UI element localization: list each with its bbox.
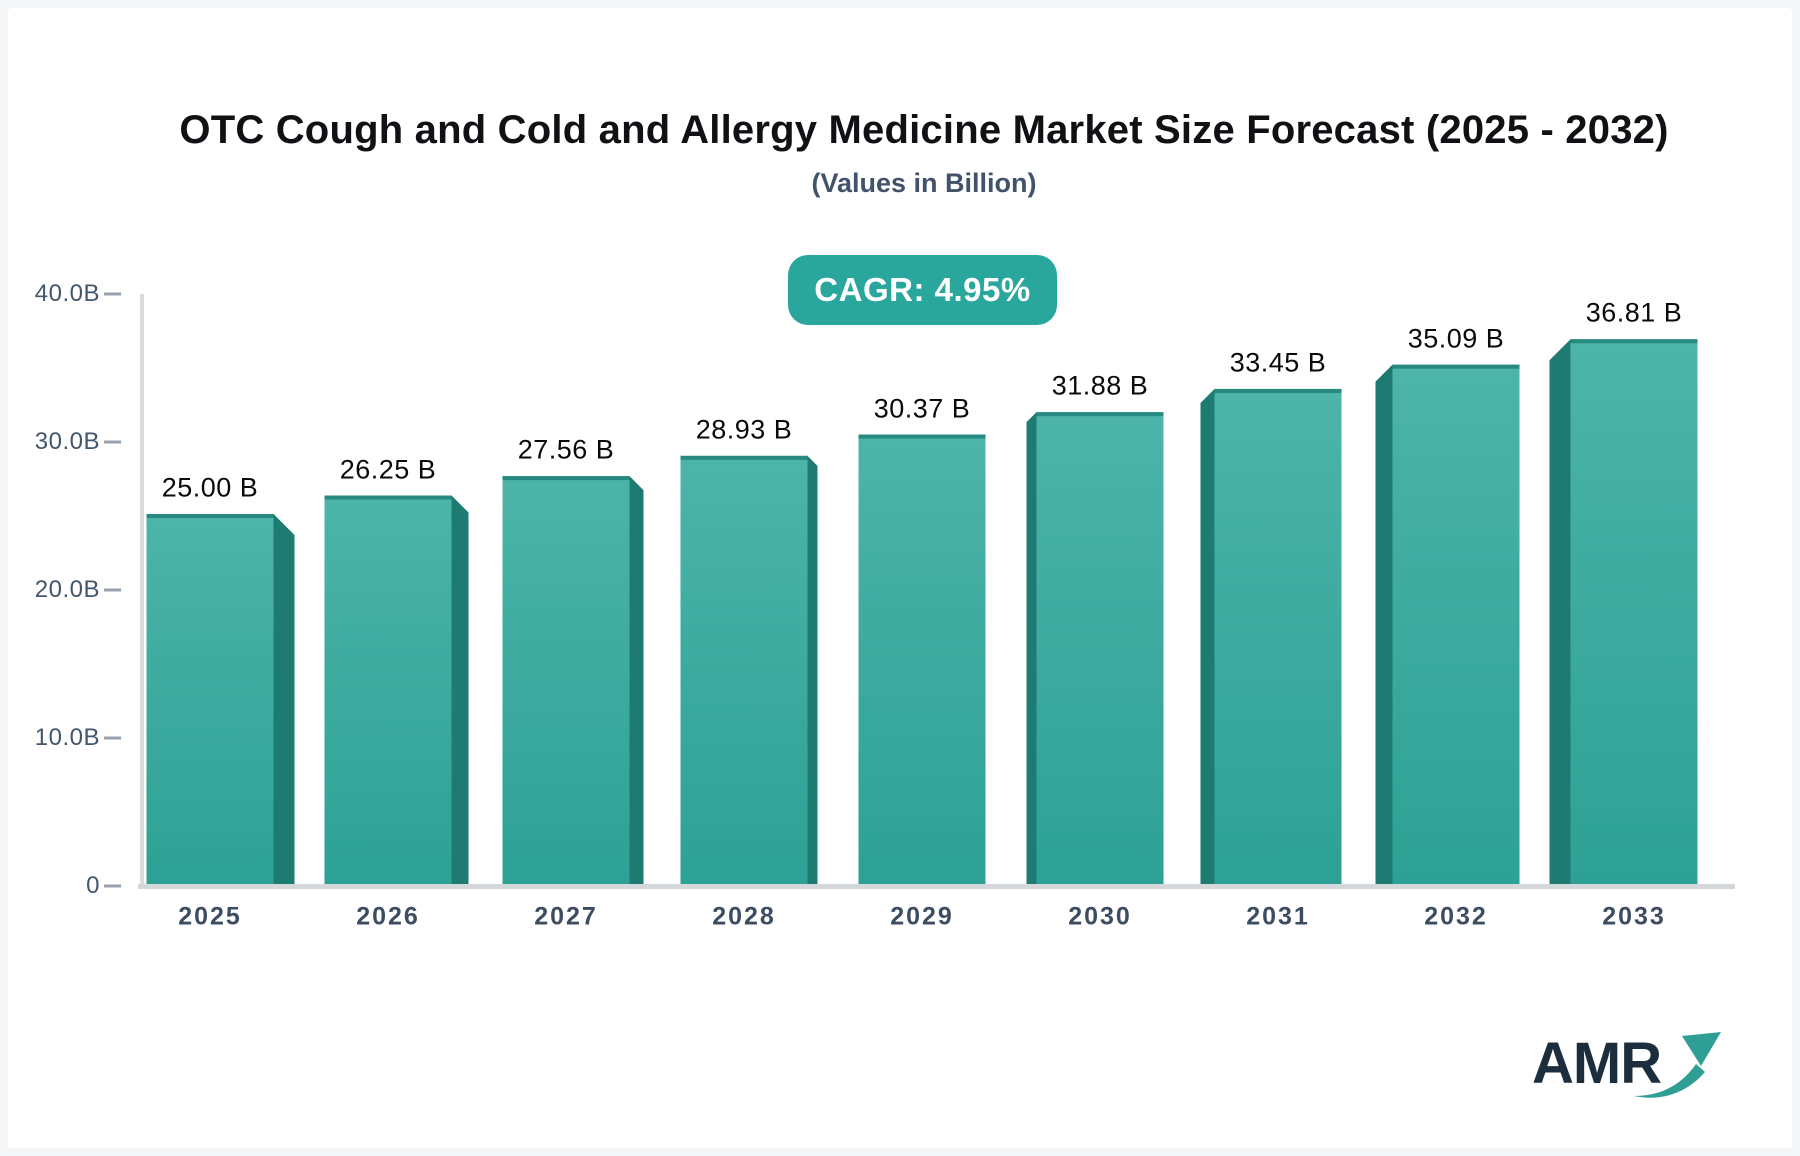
x-tick-2029: 2029 xyxy=(890,902,954,931)
bar-side-2032 xyxy=(1375,364,1393,885)
bar-2029 xyxy=(858,434,986,884)
x-tick-2026: 2026 xyxy=(356,902,420,931)
bar-side-2028 xyxy=(807,455,818,884)
bar-side-2030 xyxy=(1026,412,1037,884)
bar-2025 xyxy=(146,514,274,884)
bar-top-edge-2028 xyxy=(680,455,808,460)
page-subtitle: (Values in Billion) xyxy=(811,168,1037,198)
x-tick-2033: 2033 xyxy=(1602,902,1666,931)
value-label-2031: 33.45 B xyxy=(1229,347,1327,378)
y-tick-label-0: 0 xyxy=(86,872,100,899)
y-tick-dash xyxy=(104,440,121,444)
value-label-2029: 30.37 B xyxy=(873,393,971,424)
y-tick-label-40.0B: 40.0B xyxy=(34,280,100,307)
bar-2033 xyxy=(1570,339,1698,884)
bar-top-edge-2031 xyxy=(1214,388,1342,393)
y-tick-label-30.0B: 30.0B xyxy=(34,428,100,455)
bar-2026 xyxy=(324,495,452,884)
x-axis-baseline xyxy=(138,884,1735,889)
growth-arrow-icon xyxy=(1634,1032,1721,1098)
bar-top-edge-2025 xyxy=(146,514,274,518)
bar-side-2027 xyxy=(629,476,644,884)
bar-side-2031 xyxy=(1200,388,1215,884)
value-label-2030: 31.88 B xyxy=(1051,370,1149,401)
x-tick-2027: 2027 xyxy=(534,902,598,931)
cagr-badge: CAGR: 4.95% xyxy=(788,255,1057,325)
bar-top-edge-2030 xyxy=(1036,412,1164,417)
bar-side-2025 xyxy=(273,514,295,884)
bar-2031 xyxy=(1214,388,1342,884)
bar-2028 xyxy=(680,455,808,884)
bar-2032 xyxy=(1392,364,1520,885)
value-label-2032: 35.09 B xyxy=(1407,323,1505,354)
amr-logo-text: AMR xyxy=(1532,1031,1662,1096)
y-tick-dash xyxy=(104,292,121,296)
value-label-2026: 26.25 B xyxy=(339,454,437,484)
y-tick-dash xyxy=(104,736,121,740)
bar-top-edge-2027 xyxy=(502,476,630,481)
y-axis-line xyxy=(140,294,144,886)
y-tick-label-20.0B: 20.0B xyxy=(34,576,100,603)
x-tick-2025: 2025 xyxy=(178,902,242,931)
bar-top-edge-2032 xyxy=(1392,364,1520,369)
bar-side-2026 xyxy=(451,495,469,884)
x-tick-2032: 2032 xyxy=(1424,902,1488,931)
y-tick-dash xyxy=(104,588,121,592)
cagr-badge-label: CAGR: 4.95% xyxy=(814,271,1031,308)
page-title: OTC Cough and Cold and Allergy Medicine … xyxy=(179,108,1669,152)
bar-2030 xyxy=(1036,412,1164,884)
value-label-2027: 27.56 B xyxy=(517,434,615,465)
bar-2027 xyxy=(502,476,630,884)
bar-top-edge-2029 xyxy=(858,434,986,439)
y-tick-dash xyxy=(104,884,121,888)
y-tick-label-10.0B: 10.0B xyxy=(34,724,100,751)
value-label-2028: 28.93 B xyxy=(695,414,793,445)
bar-side-2033 xyxy=(1549,339,1571,884)
amr-logo: AMR xyxy=(1532,1030,1732,1120)
x-tick-2030: 2030 xyxy=(1068,902,1132,931)
x-tick-2028: 2028 xyxy=(712,902,776,931)
x-tick-2031: 2031 xyxy=(1246,902,1310,931)
value-label-2025: 25.00 B xyxy=(161,472,259,503)
value-label-2033: 36.81 B xyxy=(1585,297,1683,328)
bar-top-edge-2033 xyxy=(1570,339,1698,344)
bar-top-edge-2026 xyxy=(324,495,452,500)
